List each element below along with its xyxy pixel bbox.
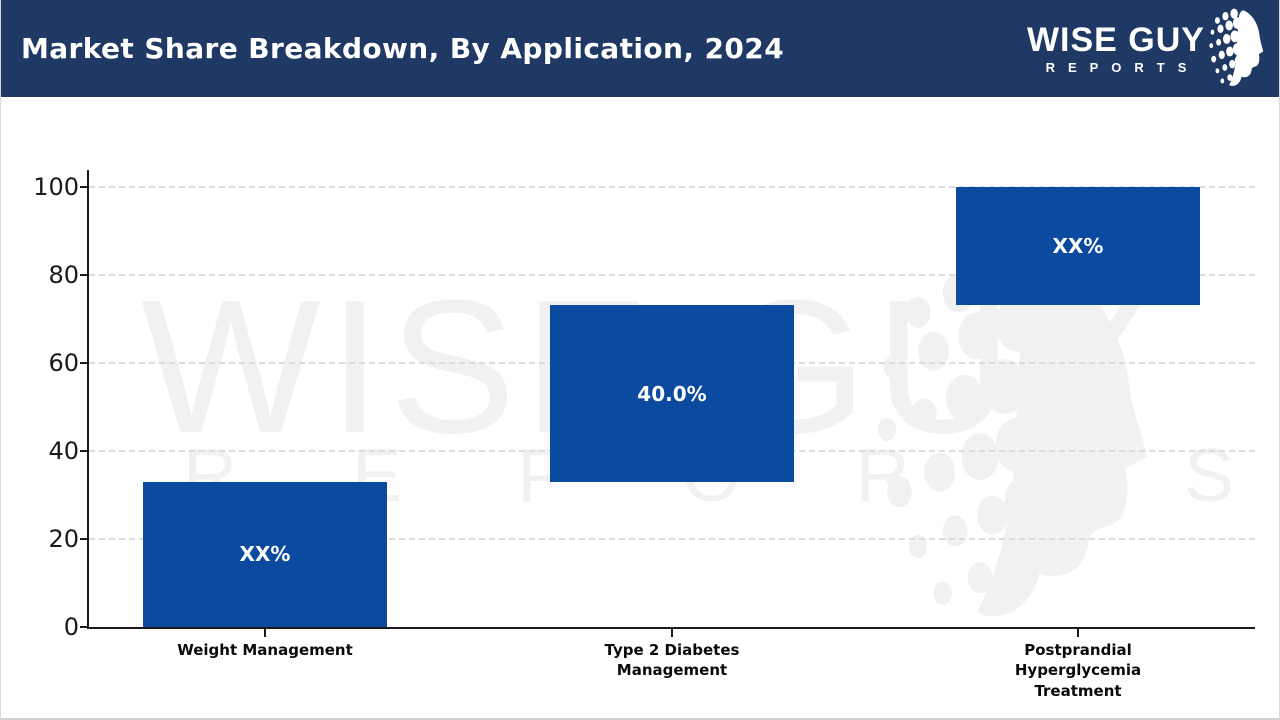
bar-segment: XX% [143,481,387,627]
bar-value-label: XX% [1052,233,1104,258]
x-tick-mark [1077,629,1079,637]
logo-subtitle: REPORTS [1045,60,1200,75]
page-title: Market Share Breakdown, By Application, … [21,32,785,65]
bar-segment: 40.0% [550,305,794,482]
y-tick-mark [80,361,89,364]
y-tick-label: 20 [48,524,79,553]
y-tick-mark [80,185,89,188]
gridline [89,185,1255,188]
gridline [89,273,1255,276]
y-axis-line [87,170,89,629]
category-label: Weight Management [177,641,353,659]
bar-value-label: XX% [239,542,291,567]
wise-guy-reports-logo: WISE GUY REPORTS [1027,7,1267,91]
x-tick-mark [264,629,266,637]
x-axis-line [87,627,1255,629]
y-tick-label: 0 [63,613,79,641]
logo-face-icon [1209,8,1264,86]
y-tick-label: 60 [48,348,79,377]
logo-wordmark: WISE GUY [1026,21,1205,59]
header-bar: Market Share Breakdown, By Application, … [1,0,1279,97]
y-tick-label: 80 [48,260,79,289]
y-tick-mark [80,449,89,452]
y-tick-mark [80,537,89,540]
category-label: Postprandial Hyperglycemia Treatment [1014,641,1142,700]
bar-value-label: 40.0% [637,381,707,406]
bar-segment: XX% [956,186,1200,306]
y-tick-label: 40 [48,436,79,465]
gridline [89,537,1255,540]
category-label: Type 2 Diabetes Management [604,641,740,680]
logo-text: WISE GUY REPORTS [1027,23,1205,74]
y-tick-label: 100 [33,172,79,201]
y-tick-mark [80,626,89,628]
y-tick-mark [80,273,89,276]
x-tick-mark [671,629,673,637]
